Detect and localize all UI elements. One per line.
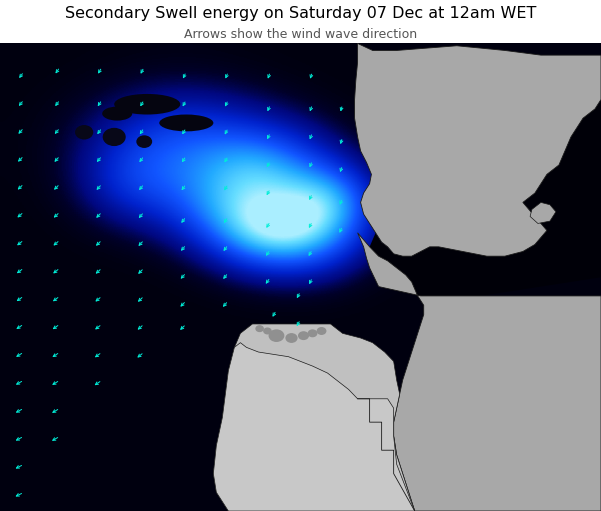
Circle shape <box>286 334 297 342</box>
Polygon shape <box>213 324 415 511</box>
Circle shape <box>299 332 308 339</box>
Text: Arrows show the wind wave direction: Arrows show the wind wave direction <box>184 28 417 41</box>
Polygon shape <box>355 43 601 256</box>
Ellipse shape <box>159 114 213 131</box>
Circle shape <box>256 326 263 332</box>
Ellipse shape <box>102 107 132 121</box>
Circle shape <box>317 328 326 334</box>
Circle shape <box>264 328 271 334</box>
Text: Secondary Swell energy on Saturday 07 Dec at 12am WET: Secondary Swell energy on Saturday 07 De… <box>65 7 536 21</box>
Ellipse shape <box>114 94 180 114</box>
Circle shape <box>137 136 151 147</box>
Polygon shape <box>530 202 556 223</box>
Circle shape <box>76 126 93 139</box>
Polygon shape <box>358 233 601 511</box>
Circle shape <box>269 330 284 341</box>
Polygon shape <box>213 343 415 511</box>
Polygon shape <box>367 100 601 296</box>
Circle shape <box>308 330 317 337</box>
Circle shape <box>103 129 125 145</box>
